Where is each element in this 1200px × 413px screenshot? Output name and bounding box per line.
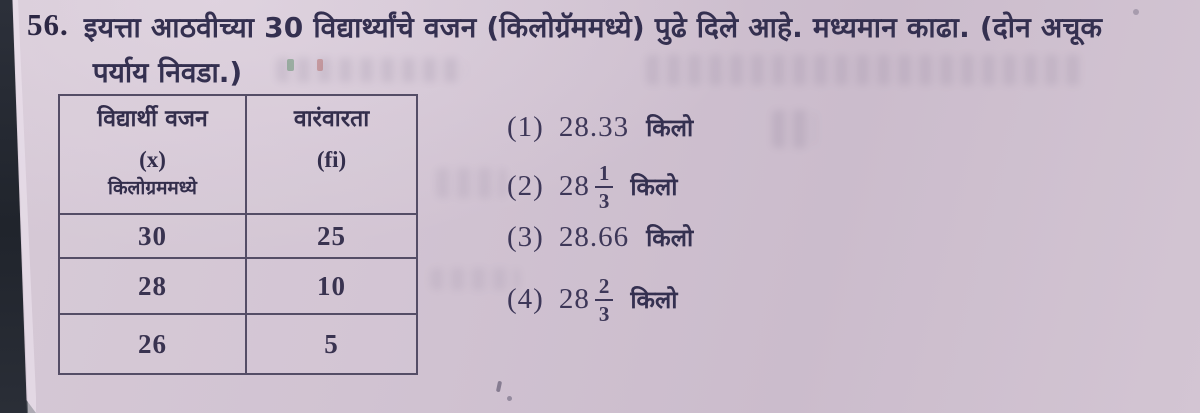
weight-value: 26 [138, 328, 167, 359]
frequency-column-title: वारंवारता [293, 106, 370, 132]
option-2: (2) 28 1 3 किलो [507, 160, 678, 214]
frequency-column-symbol: (fi) [316, 147, 347, 172]
table-cell-frequency: 5 [247, 315, 416, 373]
weight-column-title: विद्यार्थी वजन [97, 106, 208, 132]
table-cell-frequency: 10 [247, 259, 416, 313]
option-value: 28 [558, 169, 590, 202]
table-cell-weight: 26 [60, 315, 247, 373]
question-text: इयत्ता आठवीच्या 30 विद्यार्थ्यांचे वजन (… [84, 7, 1102, 91]
paper-speck [1133, 9, 1139, 15]
paper-speck [495, 380, 503, 393]
option-unit: किलो [646, 224, 694, 252]
fraction: 1 3 [594, 161, 614, 214]
option-value: 28 [558, 282, 590, 315]
option-unit: किलो [630, 172, 678, 201]
option-4: (4) 28 2 3 किलो [507, 273, 678, 327]
frequency-table: विद्यार्थी वजन (x) किलोग्रममध्ये वारंवार… [58, 94, 418, 375]
option-label: (3) [507, 221, 544, 253]
header-cell-frequency: वारंवारता (fi) [247, 96, 416, 213]
table-cell-weight: 30 [60, 215, 247, 257]
option-unit: किलो [646, 114, 694, 142]
table-row: 28 10 [60, 257, 416, 313]
option-label: (4) [507, 282, 544, 315]
ink-bleed-smudge [772, 110, 816, 148]
frequency-value: 10 [317, 270, 346, 301]
weight-column-symbol: (x) [139, 147, 166, 172]
option-value: 28.33 [558, 111, 630, 143]
option-1: (1) 28.33 किलो [507, 111, 693, 144]
frequency-value: 25 [317, 220, 346, 251]
weight-value: 28 [138, 270, 167, 301]
table-cell-weight: 28 [60, 259, 247, 313]
header-cell-weight: विद्यार्थी वजन (x) किलोग्रममध्ये [60, 96, 247, 213]
question-text-line-1: इयत्ता आठवीच्या 30 विद्यार्थ्यांचे वजन (… [83, 11, 1103, 44]
question-block: 56. इयत्ता आठवीच्या 30 विद्यार्थ्यांचे व… [27, 7, 1102, 91]
question-text-line-2: पर्याय निवडा.) [92, 56, 243, 89]
question-number: 56. [27, 7, 69, 42]
fraction: 2 3 [594, 274, 614, 327]
paper-speck [507, 396, 512, 401]
fraction-denominator: 3 [598, 189, 610, 214]
table-header-row: विद्यार्थी वजन (x) किलोग्रममध्ये वारंवार… [60, 96, 416, 213]
table-cell-frequency: 25 [247, 215, 416, 257]
weight-column-unit: किलोग्रममध्ये [108, 177, 197, 199]
frequency-value: 5 [324, 328, 339, 359]
fraction-denominator: 3 [598, 302, 610, 327]
option-unit: किलो [630, 285, 678, 314]
option-label: (1) [507, 111, 544, 143]
option-label: (2) [507, 169, 544, 202]
table-row: 26 5 [60, 313, 416, 373]
weight-value: 30 [138, 220, 167, 251]
option-value: 28.66 [558, 221, 630, 253]
ink-bleed-smudge [436, 168, 506, 198]
option-3: (3) 28.66 किलो [507, 221, 693, 254]
table-row: 30 25 [60, 213, 416, 257]
fraction-numerator: 1 [594, 161, 614, 189]
fraction-numerator: 2 [594, 274, 614, 302]
